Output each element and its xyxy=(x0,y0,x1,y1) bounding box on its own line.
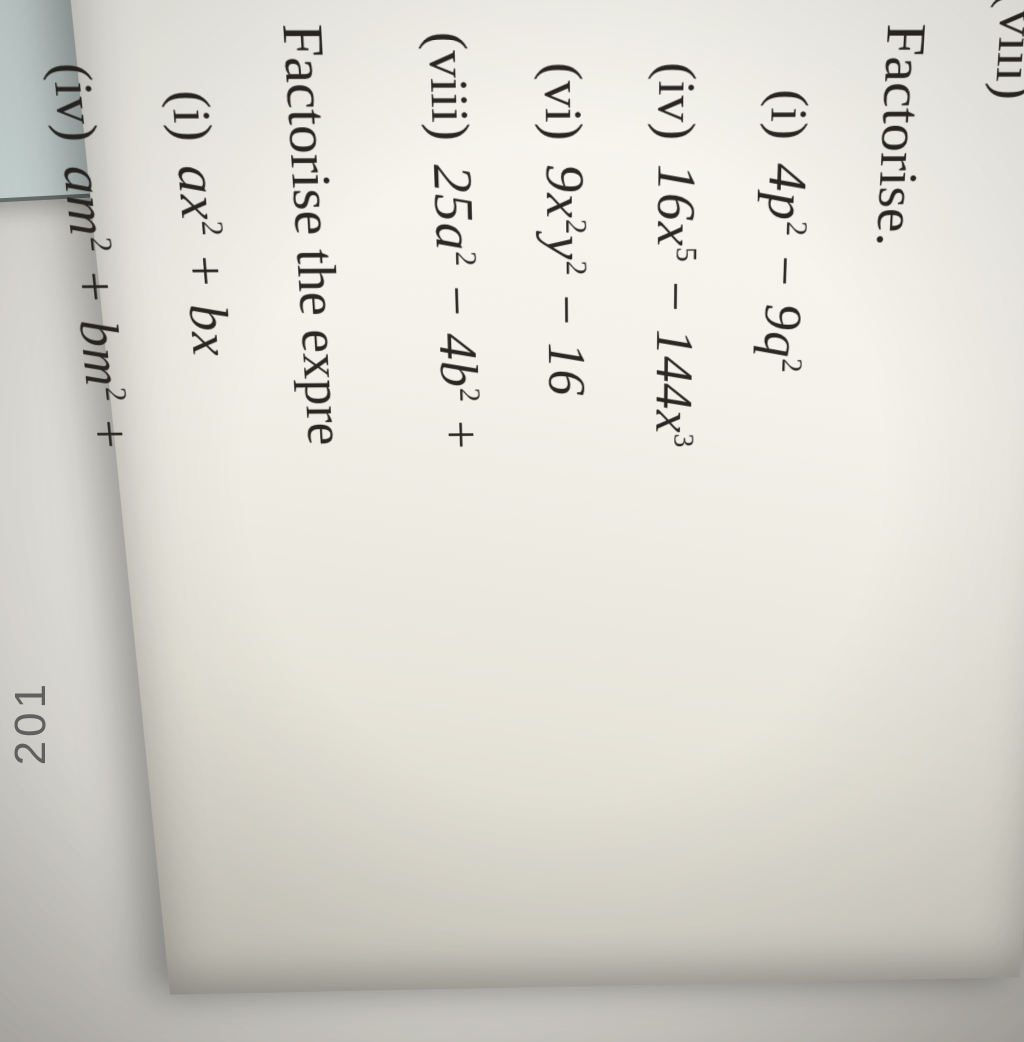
math-expression: 25a2 − 4b2 + xyxy=(420,164,492,452)
q2-item: (viii) 25a2 − 4b2 + xyxy=(414,0,504,947)
roman-marker: (viii) xyxy=(983,0,1024,100)
roman-marker: (i) xyxy=(151,0,224,142)
math-expression: am2 + bm2 + xyxy=(50,166,143,453)
q2-item: (iv) 16x5 − 144x3 xyxy=(641,0,712,943)
q3-title: Factorise the expre xyxy=(269,24,357,446)
prev-item-viii-marker: (viii) xyxy=(925,0,1024,937)
q2-item: (vi) 9x2y2 − 16 xyxy=(531,0,600,945)
math-expression: 4p2 − 9q2 xyxy=(751,163,820,374)
roman-marker: (viii) xyxy=(415,0,480,141)
roman-marker: (iv) xyxy=(33,0,109,142)
math-expression: 9x2y2 − 16 xyxy=(533,164,598,397)
photo-scene: d two rs. 201 (viii) 2. Factorise. (i) 4… xyxy=(0,0,1024,1042)
q2-heading: 2. Factorise. xyxy=(831,0,946,939)
roman-marker: (i) xyxy=(758,0,823,140)
q3-heading: 3. Factorise the expre xyxy=(263,0,383,949)
page-number: 201 xyxy=(6,680,56,765)
q2-title: Factorise. xyxy=(864,23,940,246)
textbook-right-page: (viii) 2. Factorise. (i) 4p2 − 9q2 (iv) … xyxy=(55,0,1024,995)
roman-marker: (iv) xyxy=(646,0,708,140)
math-expression: 16x5 − 144x3 xyxy=(644,164,710,449)
q2-item: (i) 4p2 − 9q2 xyxy=(736,0,827,941)
roman-marker: (vi) xyxy=(532,0,594,141)
math-expression: ax2 + bx xyxy=(164,165,243,357)
